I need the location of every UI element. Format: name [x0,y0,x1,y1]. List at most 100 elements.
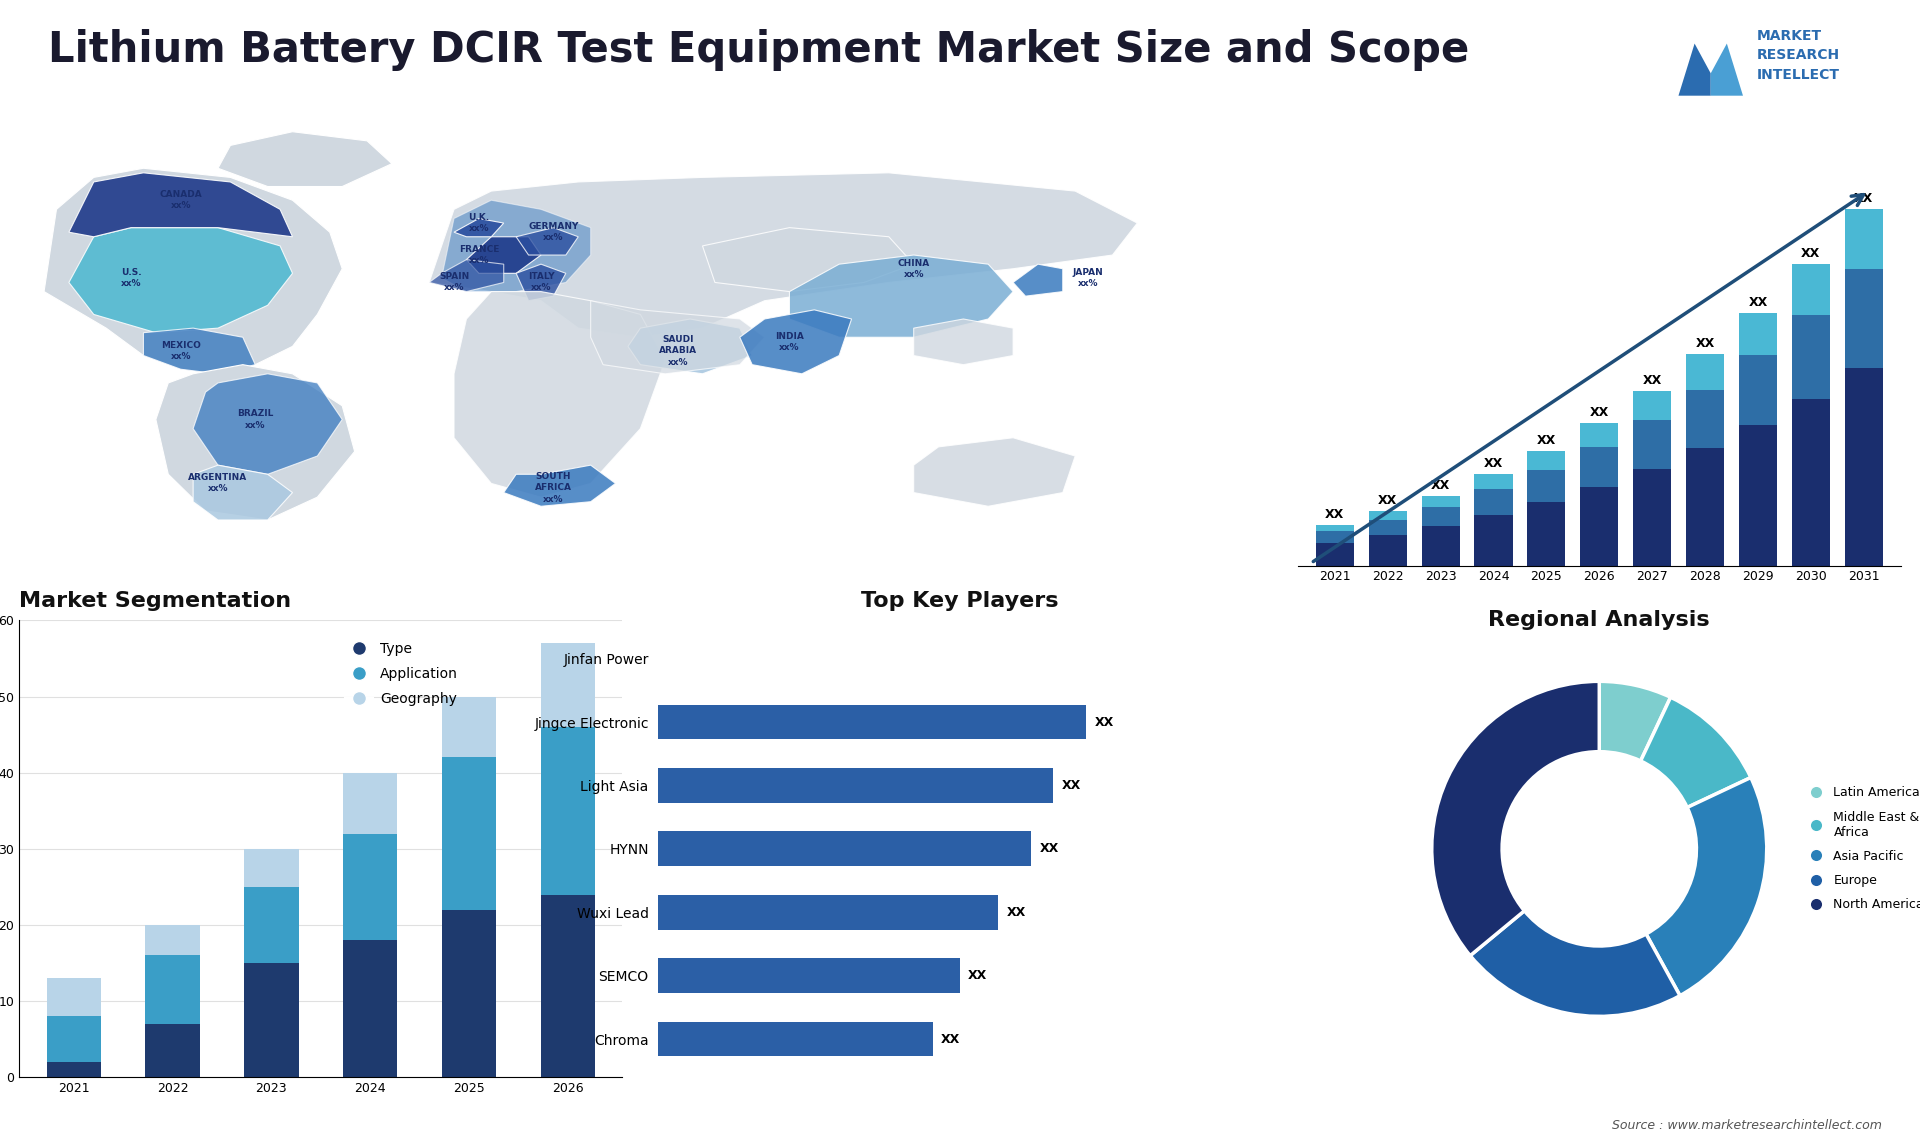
Bar [1845,268,1884,368]
Bar [46,1062,102,1077]
Polygon shape [430,173,1137,337]
Bar [1580,447,1619,487]
Bar [1475,474,1513,489]
Text: XX: XX [1325,508,1344,521]
Polygon shape [430,260,503,291]
Text: XX: XX [1801,246,1820,260]
Bar [1580,423,1619,447]
Bar [1686,354,1724,390]
Bar [1421,507,1459,526]
Bar [1634,469,1670,566]
Polygon shape [219,132,392,187]
Text: Market Segmentation: Market Segmentation [19,590,292,611]
Text: SOUTH
AFRICA
xx%: SOUTH AFRICA xx% [536,472,572,503]
Bar [1740,313,1778,355]
Bar [442,697,495,758]
Text: BRAZIL
xx%: BRAZIL xx% [236,409,273,430]
Bar [344,833,397,940]
Wedge shape [1645,777,1766,996]
Text: XX: XX [1379,494,1398,507]
Bar [541,895,595,1077]
Text: FRANCE
xx%: FRANCE xx% [459,245,499,265]
Legend: Latin America, Middle East &
Africa, Asia Pacific, Europe, North America: Latin America, Middle East & Africa, Asi… [1799,782,1920,917]
Text: CANADA
xx%: CANADA xx% [159,190,202,210]
Polygon shape [628,319,753,374]
Bar [659,768,1054,803]
Bar [541,727,595,895]
Text: U.S.
xx%: U.S. xx% [121,268,142,288]
Polygon shape [69,228,292,332]
Circle shape [1501,752,1697,945]
Bar [1475,489,1513,515]
Wedge shape [1599,682,1670,761]
Bar [146,925,200,956]
Bar [146,956,200,1023]
Text: Lithium Battery DCIR Test Equipment Market Size and Scope: Lithium Battery DCIR Test Equipment Mark… [48,29,1469,71]
Polygon shape [516,228,578,256]
Bar [1845,368,1884,566]
Text: JAPAN
xx%: JAPAN xx% [1071,268,1102,288]
Polygon shape [453,291,664,497]
Bar [659,958,960,994]
Bar [1791,399,1830,566]
Polygon shape [591,300,764,374]
Legend: Type, Application, Geography: Type, Application, Geography [340,636,463,712]
Bar [1369,511,1407,520]
Wedge shape [1432,682,1599,956]
Text: XX: XX [1430,479,1450,492]
Text: INDIA
xx%: INDIA xx% [776,332,804,352]
Polygon shape [144,328,255,374]
Text: SPAIN
xx%: SPAIN xx% [440,273,468,292]
Bar [1740,425,1778,566]
Bar [244,849,298,887]
Text: SAUDI
ARABIA
xx%: SAUDI ARABIA xx% [659,336,697,367]
Text: CHINA
xx%: CHINA xx% [897,259,929,278]
Text: XX: XX [1094,715,1114,729]
Polygon shape [503,465,616,507]
Text: XX: XX [1695,337,1715,351]
Bar [146,1023,200,1077]
Polygon shape [914,319,1014,364]
Title: Top Key Players: Top Key Players [862,590,1058,611]
Text: XX: XX [1749,297,1768,309]
Polygon shape [789,256,1014,337]
Title: Regional Analysis: Regional Analysis [1488,610,1711,629]
Polygon shape [1014,265,1064,296]
Wedge shape [1471,911,1680,1017]
Bar [1634,391,1670,421]
Bar [1315,525,1354,532]
Bar [344,940,397,1077]
Bar [1526,502,1565,566]
Bar [1315,543,1354,566]
Polygon shape [1711,44,1743,95]
Bar [541,643,595,727]
Bar [1526,450,1565,470]
Text: XX: XX [1039,842,1058,855]
Bar [659,1021,933,1057]
Text: XX: XX [1062,779,1081,792]
Text: Source : www.marketresearchintellect.com: Source : www.marketresearchintellect.com [1611,1120,1882,1132]
Bar [1686,448,1724,566]
Text: XX: XX [1536,434,1555,447]
Bar [1580,487,1619,566]
Bar [1740,355,1778,425]
Bar [1421,526,1459,566]
Text: XX: XX [1484,457,1503,470]
Text: XX: XX [1590,406,1609,419]
Polygon shape [453,219,503,237]
Polygon shape [194,374,342,474]
Text: XX: XX [1006,905,1025,919]
Bar [659,831,1031,866]
Bar [244,963,298,1077]
Text: GERMANY
xx%: GERMANY xx% [528,222,578,242]
Bar [1686,390,1724,448]
Bar [659,895,998,929]
Bar [1634,421,1670,469]
Text: U.K.
xx%: U.K. xx% [468,213,490,233]
Bar [1791,314,1830,399]
Text: MARKET
RESEARCH
INTELLECT: MARKET RESEARCH INTELLECT [1757,29,1839,81]
Bar [1475,515,1513,566]
Bar [442,910,495,1077]
Bar [659,705,1087,739]
Text: XX: XX [968,970,987,982]
